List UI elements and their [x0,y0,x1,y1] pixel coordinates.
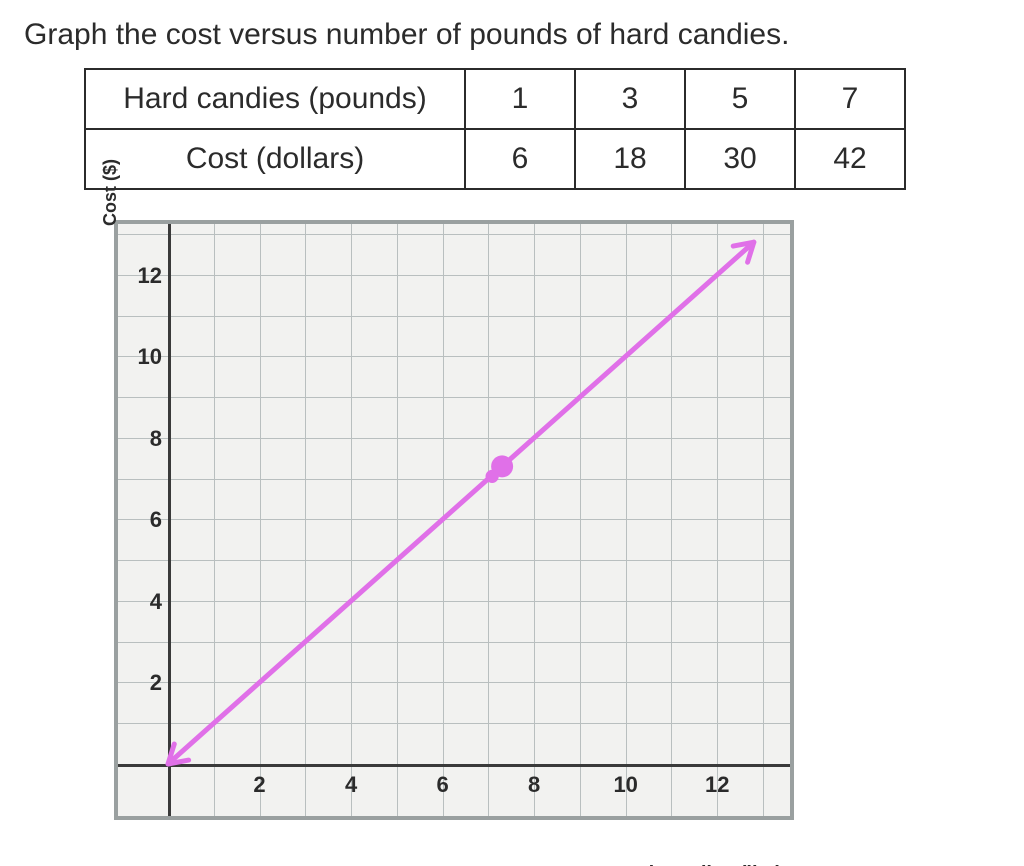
table-row: Cost (dollars) 6 18 30 42 [85,129,905,189]
series-line[interactable] [168,242,754,764]
table-cell: 7 [795,69,905,129]
table-cell: 30 [685,129,795,189]
data-table: Hard candies (pounds) 1 3 5 7 Cost (doll… [84,68,906,190]
table-cell: 6 [465,129,575,189]
table-cell: 18 [575,129,685,189]
chart-svg [118,224,790,816]
question-prompt: Graph the cost versus number of pounds o… [24,18,1000,52]
y-axis-label: Cost ($) [100,159,121,226]
chart-area[interactable]: Cost ($) Hard candies (lbs) 246810122468… [114,220,794,820]
row-label-pounds: Hard candies (pounds) [85,69,465,129]
table-cell: 1 [465,69,575,129]
row-label-cost: Cost (dollars) [85,129,465,189]
data-point-marker-shadow [486,470,499,483]
table-row: Hard candies (pounds) 1 3 5 7 [85,69,905,129]
table-cell: 42 [795,129,905,189]
table-cell: 5 [685,69,795,129]
table-cell: 3 [575,69,685,129]
